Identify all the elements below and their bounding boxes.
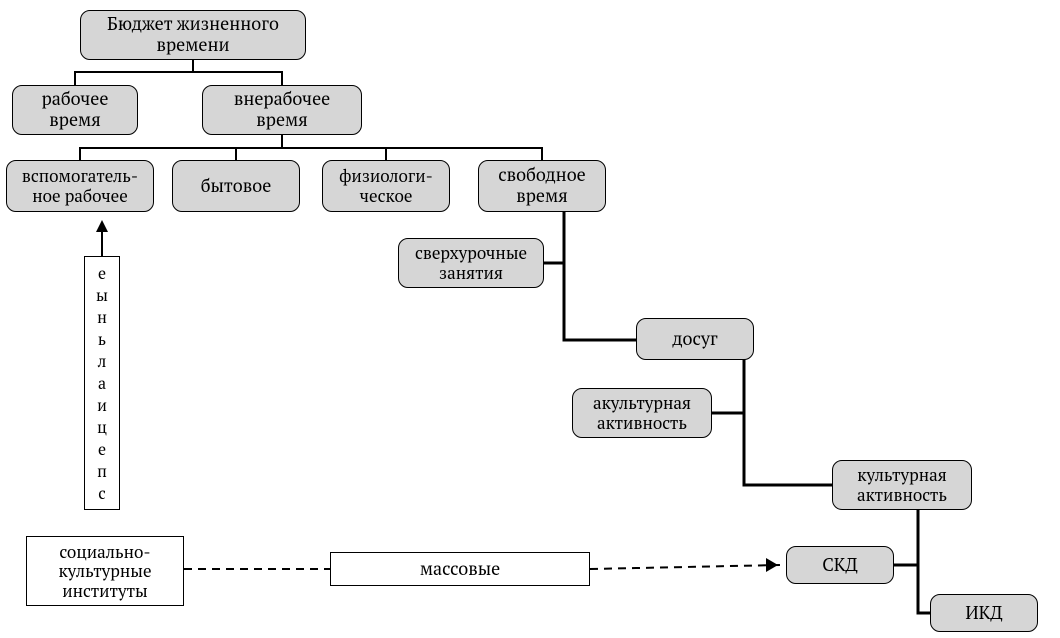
- node-physio: физиологи- ческое: [322, 160, 450, 212]
- node-cultural: культурная активность: [832, 460, 972, 510]
- node-leisure: досуг: [636, 318, 754, 360]
- node-work: рабочее время: [12, 85, 138, 135]
- node-skd: СКД: [786, 546, 894, 584]
- node-mass: массовые: [330, 552, 590, 586]
- node-ikd: ИКД: [930, 594, 1038, 632]
- node-overtime: сверхурочные занятия: [398, 238, 544, 288]
- node-acultural: акультурная активность: [572, 388, 712, 438]
- node-aux: вспомогатель- ное рабочее: [6, 160, 154, 212]
- node-institutes: социально- культурные институты: [26, 536, 184, 606]
- vertical-label-special: еыньлаицепс: [84, 256, 120, 510]
- node-root: Бюджет жизненного времени: [80, 10, 306, 60]
- node-household: бытовое: [172, 160, 300, 212]
- node-nonwork: внерабочее время: [202, 85, 362, 135]
- node-free: свободное время: [478, 160, 606, 212]
